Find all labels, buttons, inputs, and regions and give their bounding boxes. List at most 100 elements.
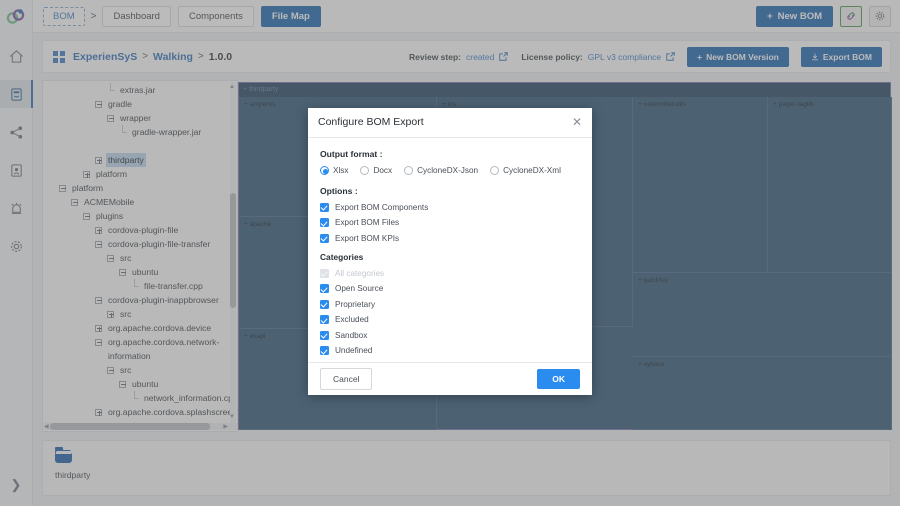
tree-collapse-icon[interactable] — [119, 268, 126, 276]
tree-node[interactable]: wrapper — [43, 111, 232, 125]
ok-button[interactable]: OK — [537, 368, 580, 389]
tree-node[interactable]: platform — [43, 167, 232, 181]
radio-indicator-icon[interactable] — [490, 165, 500, 175]
cancel-button[interactable]: Cancel — [320, 367, 373, 390]
tree-node[interactable]: cordova-plugin-inappbrowser — [43, 293, 232, 307]
scroll-left-arrow-icon[interactable]: ◀ — [44, 424, 49, 430]
tree-collapse-icon[interactable] — [71, 198, 78, 206]
sidebar-item-network[interactable] — [0, 118, 33, 146]
tree-collapse-icon[interactable] — [95, 240, 102, 248]
tree-leaf-connector-icon[interactable] — [131, 391, 139, 405]
scroll-down-arrow-icon[interactable]: ▼ — [229, 414, 235, 420]
chain-link-button[interactable] — [840, 5, 862, 27]
category-checkbox-sandbox[interactable]: Sandbox — [320, 330, 580, 340]
tree-expand-icon[interactable] — [95, 226, 102, 234]
tree-collapse-icon[interactable] — [119, 380, 126, 388]
sidebar-item-settings[interactable] — [0, 232, 33, 260]
option-checkbox-export-bom-kpis[interactable]: Export BOM KPIs — [320, 233, 580, 243]
breadcrumb-chip-bom[interactable]: BOM — [43, 6, 85, 26]
tree-node[interactable]: gradle-wrapper.jar — [43, 125, 232, 153]
tree-node[interactable]: extras.jar — [43, 83, 232, 97]
tree-node[interactable]: thirdparty — [43, 153, 232, 167]
tab-file-map[interactable]: File Map — [260, 5, 321, 27]
tab-components[interactable]: Components — [177, 5, 254, 27]
tree-leaf-connector-icon[interactable] — [107, 83, 115, 97]
tree-expand-icon[interactable] — [95, 324, 102, 332]
tree-expand-icon[interactable] — [83, 170, 90, 178]
tree-node[interactable]: gradle — [43, 97, 232, 111]
tree-expand-icon[interactable] — [107, 310, 114, 318]
option-checkbox-export-bom-components[interactable]: Export BOM Components — [320, 202, 580, 212]
category-checkbox-open-source[interactable]: Open Source — [320, 284, 580, 294]
new-bom-button[interactable]: + New BOM — [756, 5, 833, 27]
tree-collapse-icon[interactable] — [95, 296, 102, 304]
tree-node[interactable]: org.apache.cordova.network-information — [43, 335, 232, 363]
tree-node[interactable]: org.apache.cordova.splashscreen — [43, 405, 232, 419]
scroll-up-arrow-icon[interactable]: ▲ — [229, 84, 235, 90]
radio-indicator-icon[interactable] — [320, 165, 329, 175]
tree-node[interactable]: network_information.cpp — [43, 391, 232, 405]
tab-dashboard[interactable]: Dashboard — [102, 5, 171, 27]
tree-node[interactable]: org.apache.cordova.device — [43, 321, 232, 335]
tree-horizontal-scrollbar-thumb[interactable] — [50, 423, 210, 430]
category-checkbox-excluded[interactable]: Excluded — [320, 315, 580, 325]
category-checkbox-undefined[interactable]: Undefined — [320, 346, 580, 356]
tree-collapse-icon[interactable] — [107, 114, 114, 122]
external-edit-icon-license[interactable] — [666, 52, 675, 61]
tree-expand-icon[interactable] — [95, 156, 102, 164]
treemap-cell[interactable]: + pager-taglib — [768, 97, 892, 273]
tree-collapse-icon[interactable] — [107, 254, 114, 262]
checkbox-icon[interactable] — [320, 284, 329, 294]
checkbox-icon[interactable] — [320, 346, 329, 356]
tree-node[interactable]: ubuntu — [43, 377, 232, 391]
sidebar-item-reports[interactable] — [0, 156, 33, 184]
format-radio-xlsx[interactable]: Xlsx — [320, 165, 348, 175]
tree-node[interactable]: platform — [43, 181, 232, 195]
radio-indicator-icon[interactable] — [360, 165, 370, 175]
tree-node[interactable]: cordova-plugin-file-transfer — [43, 237, 232, 251]
tree-collapse-icon[interactable] — [83, 212, 90, 220]
checkbox-icon[interactable] — [320, 218, 329, 228]
sidebar-item-alerts[interactable] — [0, 194, 33, 222]
tree-collapse-icon[interactable] — [59, 184, 66, 192]
review-step-value[interactable]: created — [465, 51, 495, 62]
close-x-icon[interactable]: ✕ — [571, 115, 582, 130]
tree-node[interactable]: ubuntu — [43, 265, 232, 279]
tree-node[interactable]: ACMEMobile — [43, 195, 232, 209]
checkbox-icon[interactable] — [320, 315, 329, 325]
checkbox-icon[interactable] — [320, 233, 329, 243]
sidebar-item-bom[interactable] — [0, 80, 33, 108]
tree-collapse-icon[interactable] — [95, 338, 102, 346]
format-radio-docx[interactable]: Docx — [360, 165, 392, 175]
breadcrumb-project[interactable]: Walking — [153, 50, 193, 63]
tree-vertical-scrollbar-thumb[interactable] — [230, 193, 236, 308]
tree-collapse-icon[interactable] — [107, 366, 114, 374]
category-checkbox-proprietary[interactable]: Proprietary — [320, 299, 580, 309]
external-edit-icon[interactable] — [499, 52, 509, 61]
format-radio-cyclonedx-json[interactable]: CycloneDX-Json — [404, 165, 478, 175]
tree-node[interactable]: cordova-plugin-file — [43, 223, 232, 237]
tree-node[interactable]: file-transfer.cpp — [43, 279, 232, 293]
export-bom-button[interactable]: Export BOM — [800, 46, 882, 67]
tree-node[interactable]: plugins — [43, 209, 232, 223]
settings-button[interactable] — [869, 5, 891, 27]
breadcrumb-org[interactable]: ExperienSyS — [73, 50, 138, 63]
rail-expand-button[interactable]: ❯ — [0, 470, 33, 500]
scroll-right-arrow-icon[interactable]: ▶ — [223, 424, 228, 430]
treemap-cell[interactable]: + ostermillerutils — [633, 97, 768, 273]
tree-node[interactable]: src — [43, 251, 232, 265]
option-checkbox-export-bom-files[interactable]: Export BOM Files — [320, 218, 580, 228]
tree-expand-icon[interactable] — [95, 408, 102, 416]
checkbox-icon[interactable] — [320, 330, 329, 340]
format-radio-cyclonedx-xml[interactable]: CycloneDX-Xml — [490, 165, 561, 175]
license-policy-value[interactable]: GPL v3 compliance — [587, 51, 662, 62]
new-bom-version-button[interactable]: + New BOM Version — [687, 46, 789, 67]
file-tree-scroll-area[interactable]: extras.jar gradle wrapper gradle-wrapper.ja… — [43, 81, 232, 426]
treemap-cell[interactable]: + sybase — [633, 357, 892, 430]
tree-leaf-connector-icon[interactable] — [119, 125, 127, 139]
tree-collapse-icon[interactable] — [95, 100, 102, 108]
tree-leaf-connector-icon[interactable] — [131, 279, 139, 293]
checkbox-icon[interactable] — [320, 202, 329, 212]
tree-node[interactable]: src — [43, 307, 232, 321]
radio-indicator-icon[interactable] — [404, 165, 414, 175]
